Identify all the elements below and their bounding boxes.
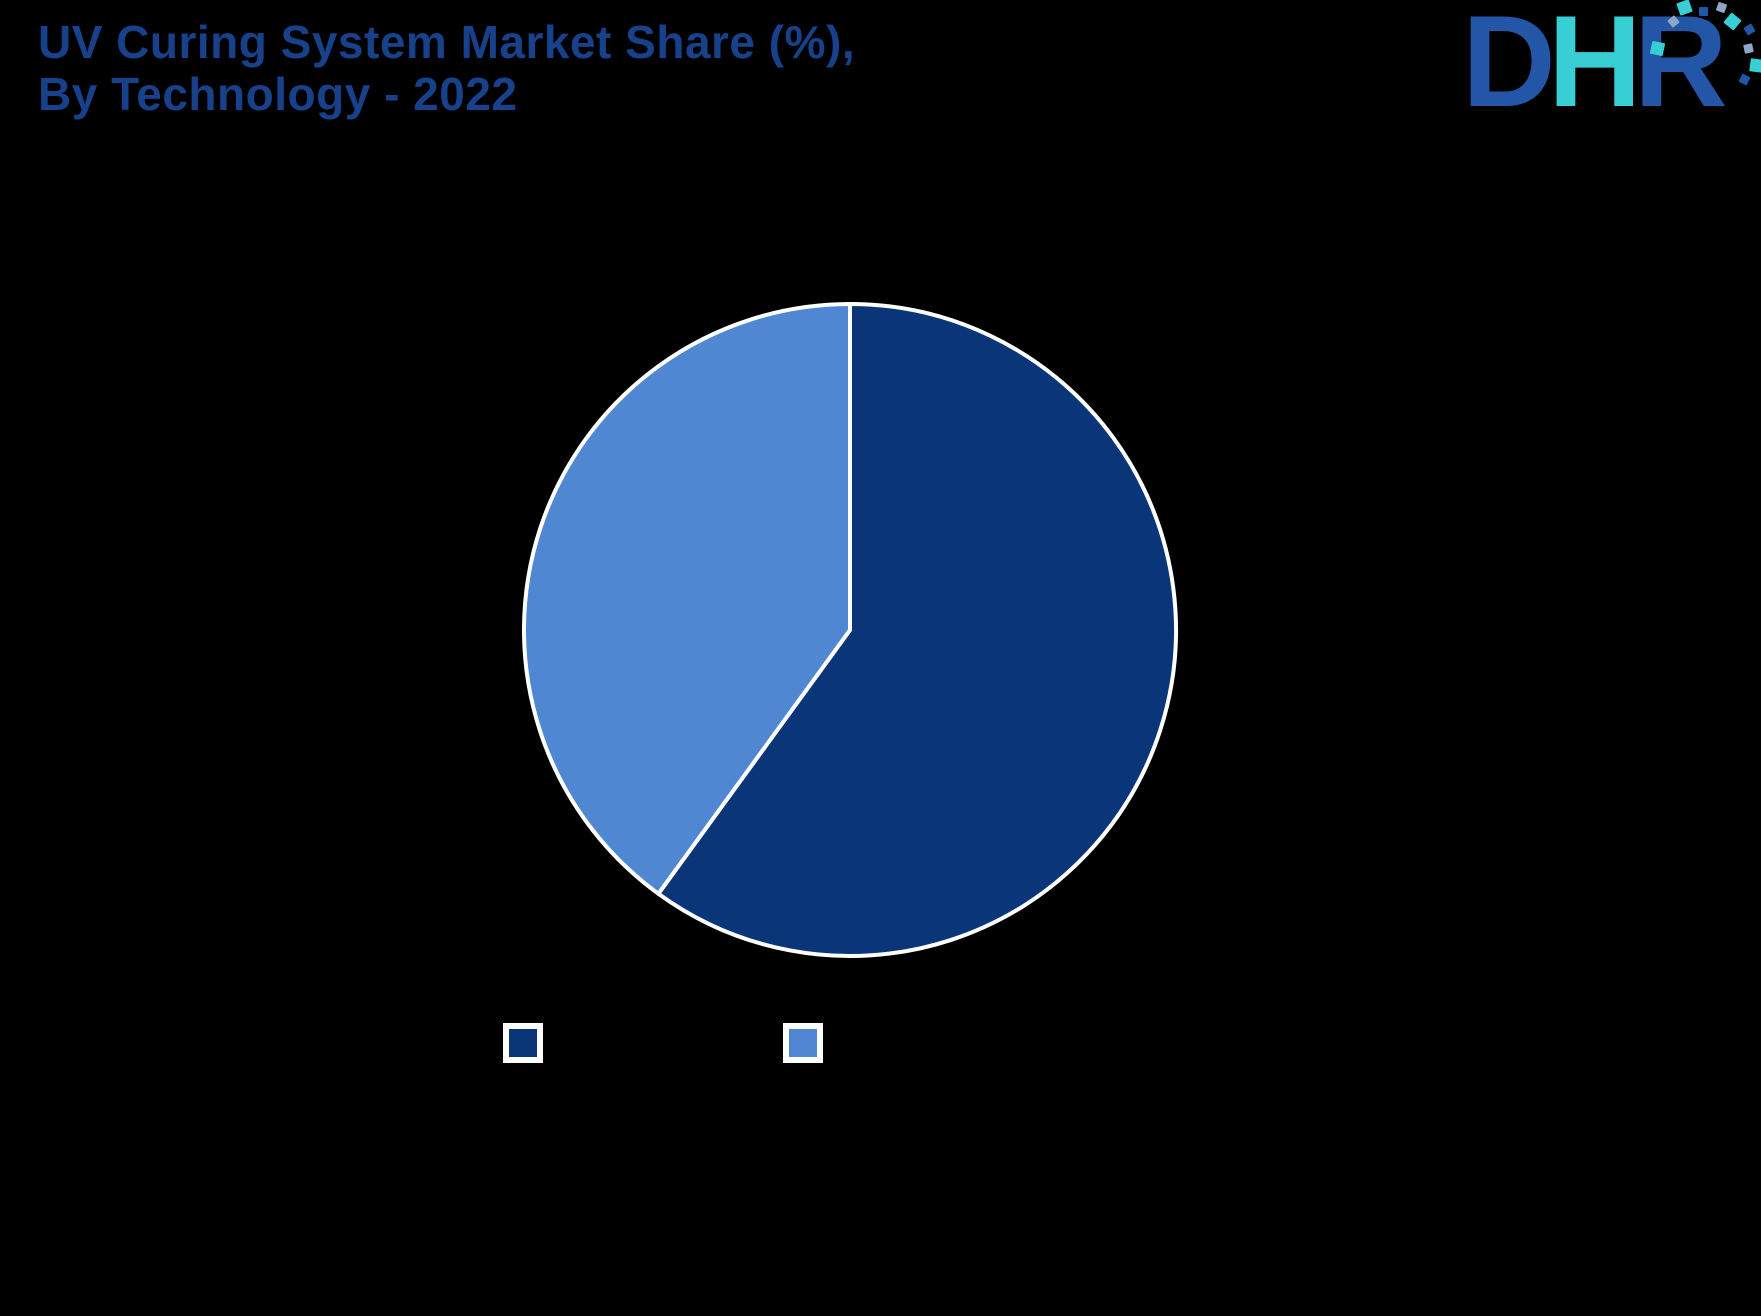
pie-slice-1 xyxy=(522,302,852,896)
dhr-logo-letters: DHR xyxy=(1462,0,1728,136)
logo-letter-r: R xyxy=(1633,0,1728,134)
logo-burst-icon xyxy=(1462,0,1761,168)
legend-item xyxy=(783,1023,823,1063)
legend-item xyxy=(503,1023,543,1063)
logo-burst-dot xyxy=(1742,23,1756,36)
logo-burst-dot xyxy=(1715,1,1727,13)
legend-swatch xyxy=(783,1023,823,1063)
logo-letter-h: H xyxy=(1547,0,1642,134)
chart-title-line2: By Technology - 2022 xyxy=(38,68,518,120)
logo-burst-dot xyxy=(1698,6,1708,16)
pie-slice-0 xyxy=(656,302,1178,958)
logo-burst-dot xyxy=(1723,12,1742,31)
logo-burst-dot xyxy=(1667,15,1680,28)
chart-title: UV Curing System Market Share (%), By Te… xyxy=(38,16,855,120)
dhr-logo: DHR xyxy=(1462,0,1761,168)
logo-burst-dot xyxy=(1743,42,1755,54)
logo-burst-dot xyxy=(1738,73,1751,86)
pie-chart xyxy=(522,302,1178,958)
chart-title-line1: UV Curing System Market Share (%), xyxy=(38,16,856,68)
logo-burst-dot xyxy=(1749,57,1761,73)
legend-swatch xyxy=(503,1023,543,1063)
logo-burst-dot xyxy=(1650,23,1664,36)
logo-letter-d: D xyxy=(1462,0,1556,134)
logo-burst-dot xyxy=(1649,40,1665,56)
